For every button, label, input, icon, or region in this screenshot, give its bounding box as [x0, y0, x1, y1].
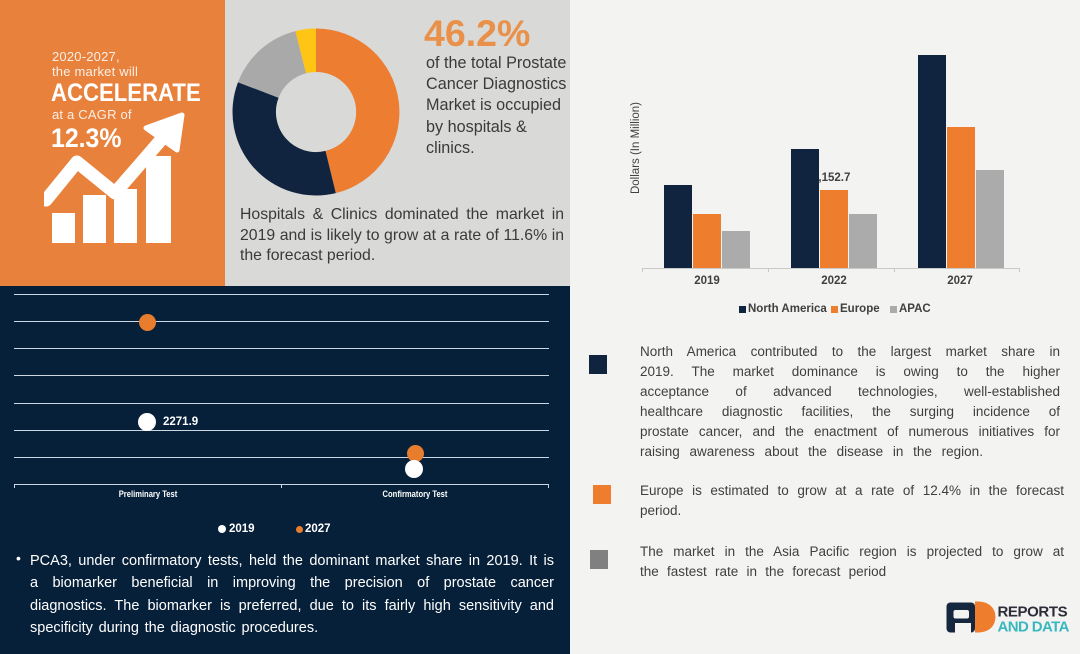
svg-text:AND DATA: AND DATA [998, 619, 1070, 636]
svg-text:REPORTS: REPORTS [998, 604, 1068, 621]
